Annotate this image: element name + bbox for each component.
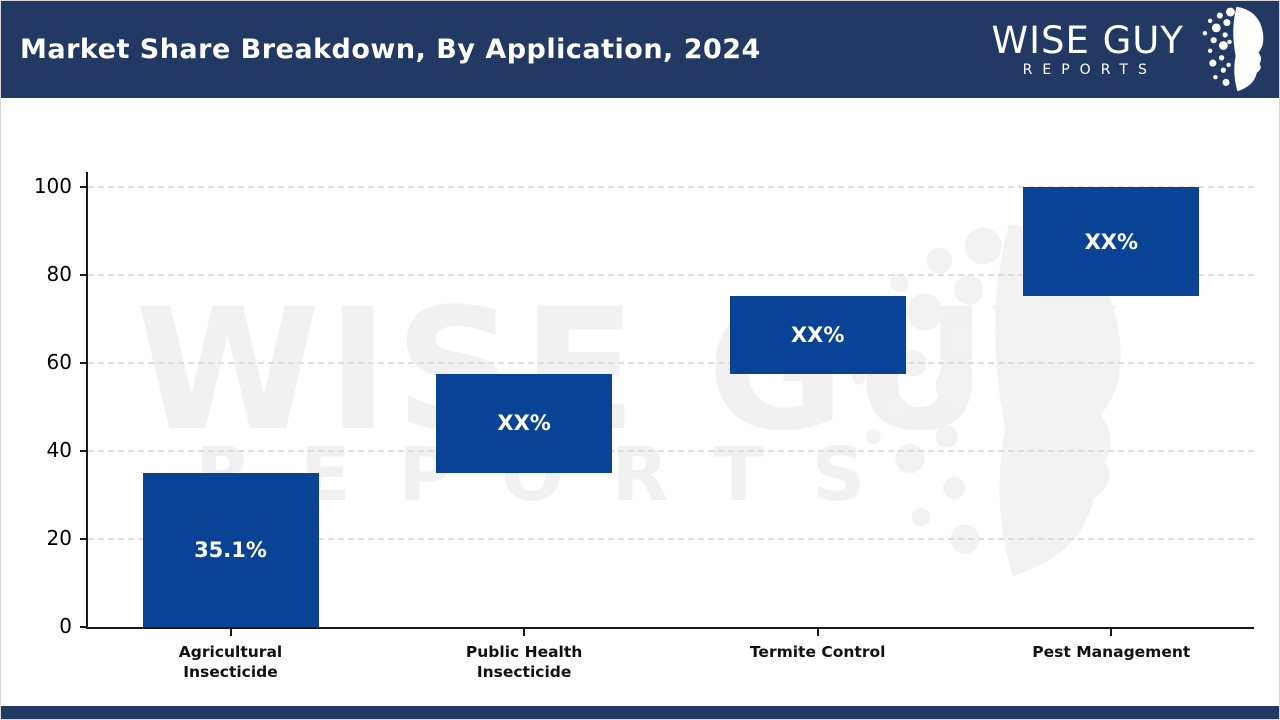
bar-segment: XX% — [729, 296, 906, 375]
y-axis-tick-label: 40 — [46, 438, 72, 462]
y-tick-mark — [80, 186, 88, 188]
bar-segment: XX% — [1023, 187, 1200, 297]
bar-value-label: XX% — [497, 411, 551, 436]
x-tick-mark — [816, 628, 819, 636]
x-tick-mark — [1110, 628, 1113, 636]
watermark-head-icon — [841, 224, 1121, 576]
y-axis-tick-label: 0 — [59, 614, 72, 638]
x-axis-category-label: Pest Management — [1032, 643, 1191, 661]
y-axis-tick-label: 100 — [33, 174, 72, 198]
header-bar: Market Share Breakdown, By Application, … — [0, 0, 1280, 98]
x-tick-mark — [523, 628, 526, 636]
x-axis-category-label: Termite Control — [749, 643, 886, 661]
y-gridline — [88, 274, 1254, 276]
x-axis-category-label: Public Health Insecticide — [465, 643, 583, 681]
y-gridline — [88, 538, 1254, 540]
wise-guy-reports-logo: WISE GUY REPORTS — [992, 5, 1266, 93]
logo-wordmark: WISE GUY — [991, 18, 1184, 62]
bar-segment: 35.1% — [142, 472, 319, 627]
y-gridline — [88, 186, 1254, 188]
bar-value-label: XX% — [1084, 229, 1139, 254]
y-gridline — [88, 362, 1254, 364]
x-axis-category-label: Agricultural Insecticide — [178, 643, 283, 681]
y-axis-tick-label: 20 — [46, 526, 72, 550]
y-tick-mark — [80, 274, 88, 276]
y-tick-mark — [80, 362, 88, 364]
y-axis-tick-label: 60 — [46, 350, 72, 374]
page-title: Market Share Breakdown, By Application, … — [20, 33, 761, 65]
dotted-head-logo-icon — [1202, 6, 1264, 92]
bar-value-label: 35.1% — [194, 537, 267, 562]
logo-subtext: REPORTS — [1022, 61, 1157, 78]
y-gridline — [88, 450, 1254, 452]
bar-segment: XX% — [436, 374, 613, 473]
bar-chart: 0 20 40 60 80 100 35.1% Agricultural Insecticid… — [0, 98, 1280, 706]
x-tick-mark — [229, 628, 232, 636]
y-axis-tick-label: 80 — [46, 262, 72, 286]
y-axis-line — [86, 172, 88, 629]
bar-value-label: XX% — [790, 323, 845, 348]
footer-bar — [0, 706, 1280, 720]
y-tick-mark — [80, 538, 88, 540]
y-tick-mark — [80, 626, 88, 628]
y-tick-mark — [80, 450, 88, 452]
x-axis-line — [86, 627, 1254, 629]
